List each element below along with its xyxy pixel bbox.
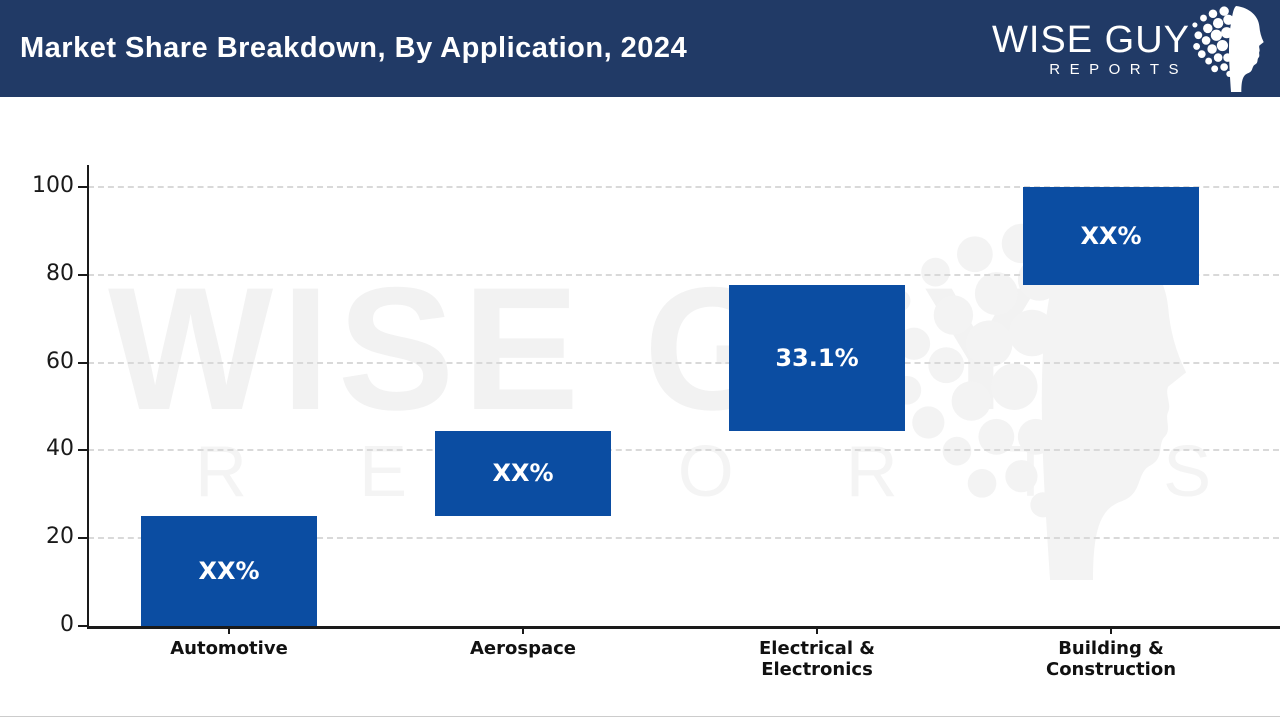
y-tick-mark — [78, 537, 88, 540]
y-tick-label: 0 — [60, 612, 74, 637]
header-band: Market Share Breakdown, By Application, … — [0, 0, 1280, 97]
category-label: Building & Construction — [1045, 638, 1177, 681]
x-tick-mark — [816, 626, 818, 634]
bar-value-label: 33.1% — [775, 343, 859, 372]
bar-building-construction: XX% — [1023, 187, 1199, 286]
y-tick-mark — [78, 186, 88, 188]
y-tick-mark — [78, 361, 88, 364]
bar-electrical-electronics: 33.1% — [729, 285, 905, 431]
bar-automotive: XX% — [141, 516, 317, 626]
y-axis-line — [87, 165, 89, 627]
logo-wordmark: WISE GUY — [991, 18, 1190, 61]
chart-title: Market Share Breakdown, By Application, … — [20, 32, 688, 64]
gridline-y80 — [88, 273, 1279, 276]
bar-value-label: XX% — [198, 557, 260, 586]
bar-value-label: XX% — [492, 459, 554, 488]
category-label: Aerospace — [469, 638, 576, 659]
y-tick-label: 80 — [46, 260, 74, 286]
x-tick-mark — [228, 626, 230, 634]
y-tick-label: 40 — [46, 436, 74, 462]
y-tick-label: 60 — [46, 348, 74, 374]
gridline-y40 — [88, 449, 1279, 452]
gridline-y100 — [88, 186, 1279, 188]
category-label: Electrical & Electronics — [759, 638, 875, 681]
wise-guy-reports-logo: WISE GUY REPORTS — [992, 5, 1264, 92]
dotted-head-icon — [1192, 5, 1264, 92]
x-tick-mark — [522, 626, 524, 634]
gridline-y20 — [88, 537, 1279, 540]
logo-subtitle: REPORTS — [1049, 60, 1188, 78]
logo-text: WISE GUY REPORTS — [992, 21, 1190, 77]
x-axis-line — [87, 626, 1280, 629]
y-tick-label: 20 — [46, 524, 74, 550]
category-label: Automotive — [170, 638, 288, 659]
bar-value-label: XX% — [1080, 222, 1142, 251]
y-tick-mark — [78, 625, 88, 627]
y-tick-label: 100 — [32, 173, 74, 198]
y-tick-mark — [78, 449, 88, 452]
bar-aerospace: XX% — [435, 430, 611, 517]
gridline-y60 — [88, 361, 1279, 364]
figure-bottom-border — [0, 716, 1280, 717]
x-tick-mark — [1110, 626, 1112, 634]
y-tick-mark — [78, 273, 88, 276]
